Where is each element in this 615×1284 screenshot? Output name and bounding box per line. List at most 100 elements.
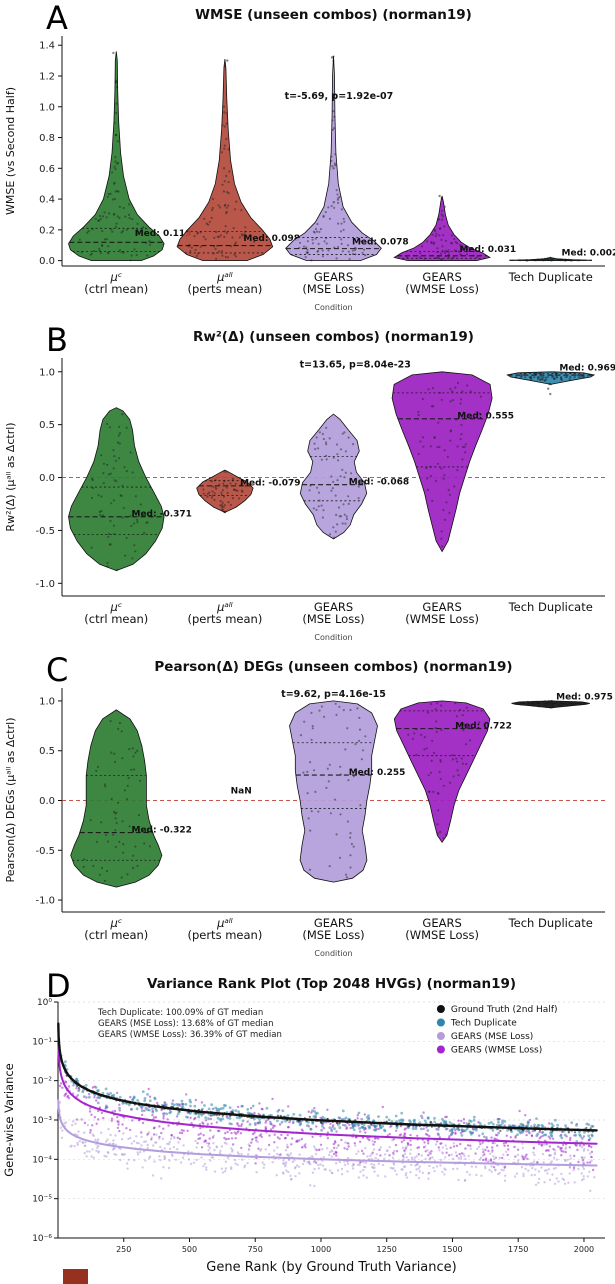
- svg-text:(perts mean): (perts mean): [187, 928, 262, 942]
- svg-text:Condition: Condition: [314, 949, 352, 958]
- svg-text:1.0: 1.0: [39, 696, 55, 707]
- svg-text:10⁻⁴: 10⁻⁴: [32, 1155, 52, 1165]
- svg-text:GEARS: GEARS: [422, 270, 461, 284]
- svg-text:750: 750: [248, 1245, 263, 1254]
- svg-text:1500: 1500: [442, 1245, 462, 1254]
- svg-text:μᵃˡˡ: μᵃˡˡ: [216, 270, 233, 284]
- svg-text:t=9.62, p=4.16e-15: t=9.62, p=4.16e-15: [281, 689, 386, 700]
- panel-b: B -1.0 -0.5 0.0 0.5 1.0 Rw²(Δ) (unseen combos…: [0, 322, 615, 652]
- svg-text:t=-5.69, p=1.92e-07: t=-5.69, p=1.92e-07: [285, 91, 394, 102]
- svg-text:μᶜ: μᶜ: [110, 600, 123, 614]
- svg-text:10⁰: 10⁰: [37, 998, 52, 1008]
- svg-text:Tech Duplicate: Tech Duplicate: [508, 916, 593, 930]
- svg-text:250: 250: [116, 1245, 131, 1254]
- svg-text:Med: 0.255: Med: 0.255: [349, 768, 406, 778]
- svg-text:Tech Duplicate: Tech Duplicate: [450, 1019, 517, 1029]
- svg-text:10⁻⁶: 10⁻⁶: [32, 1234, 52, 1244]
- svg-text:Variance Rank Plot (Top 2048 H: Variance Rank Plot (Top 2048 HVGs) (norm…: [147, 976, 516, 992]
- svg-text:(perts mean): (perts mean): [187, 612, 262, 626]
- svg-text:Med: -0.322: Med: -0.322: [132, 826, 192, 836]
- svg-text:(perts mean): (perts mean): [187, 282, 262, 296]
- svg-text:Med: -0.079: Med: -0.079: [240, 479, 300, 489]
- svg-text:NaN: NaN: [231, 787, 252, 797]
- svg-text:Tech Duplicate: Tech Duplicate: [508, 600, 593, 614]
- svg-text:Med: 0.975: Med: 0.975: [556, 692, 613, 702]
- svg-text:500: 500: [182, 1245, 197, 1254]
- svg-text:10⁻²: 10⁻²: [32, 1077, 52, 1087]
- svg-text:2000: 2000: [574, 1245, 594, 1254]
- svg-text:GEARS: GEARS: [422, 600, 461, 614]
- svg-text:Med: -0.371: Med: -0.371: [132, 510, 192, 520]
- svg-text:0.0: 0.0: [39, 796, 55, 807]
- svg-text:1750: 1750: [508, 1245, 528, 1254]
- svg-text:Med: 0.119: Med: 0.119: [135, 229, 192, 239]
- svg-text:GEARS (WMSE Loss): GEARS (WMSE Loss): [451, 1046, 542, 1056]
- svg-text:Condition: Condition: [314, 633, 352, 642]
- svg-text:GEARS (MSE Loss): GEARS (MSE Loss): [451, 1032, 533, 1042]
- panel-b-violin-chart: -1.0 -0.5 0.0 0.5 1.0 Rw²(Δ) (unseen combos) …: [4, 329, 615, 642]
- svg-text:μᶜ: μᶜ: [110, 270, 123, 284]
- svg-text:-0.5: -0.5: [35, 526, 55, 537]
- svg-text:t=13.65, p=8.04e-23: t=13.65, p=8.04e-23: [300, 360, 411, 371]
- svg-text:0.8: 0.8: [39, 133, 55, 144]
- svg-text:(WMSE Loss): (WMSE Loss): [405, 282, 479, 296]
- svg-text:μᵃˡˡ: μᵃˡˡ: [216, 916, 233, 930]
- svg-text:10⁻³: 10⁻³: [32, 1116, 52, 1126]
- svg-text:-1.0: -1.0: [35, 579, 55, 590]
- svg-text:0.5: 0.5: [39, 420, 55, 431]
- svg-text:Pearson(Δ) DEGs (μᵃˡˡ as Δctrl: Pearson(Δ) DEGs (μᵃˡˡ as Δctrl): [4, 718, 17, 883]
- svg-text:(ctrl mean): (ctrl mean): [84, 282, 148, 296]
- svg-text:10⁻¹: 10⁻¹: [32, 1037, 52, 1047]
- svg-text:Gene-wise Variance: Gene-wise Variance: [2, 1063, 16, 1177]
- panel-d-letter: D: [46, 967, 71, 1005]
- panel-a-violin-chart: 0.0 0.2 0.4 0.6 0.8 1.0 1.2 1.4 WMSE (unseen com…: [4, 7, 615, 312]
- svg-text:0.6: 0.6: [39, 164, 55, 175]
- svg-text:0.4: 0.4: [39, 195, 55, 206]
- panel-c-violin-chart: -1.0 -0.5 0.0 0.5 1.0 Pearson(Δ) DEGs (unseen…: [4, 659, 613, 958]
- svg-text:10⁻⁵: 10⁻⁵: [32, 1195, 52, 1205]
- svg-text:Med: 0.969: Med: 0.969: [559, 364, 615, 374]
- svg-text:GEARS: GEARS: [422, 916, 461, 930]
- svg-text:Tech Duplicate: Tech Duplicate: [508, 270, 593, 284]
- svg-text:Ground Truth (2nd Half): Ground Truth (2nd Half): [451, 1005, 558, 1015]
- svg-text:Med: 0.098: Med: 0.098: [243, 234, 300, 244]
- svg-text:(ctrl mean): (ctrl mean): [84, 612, 148, 626]
- svg-text:-0.5: -0.5: [35, 846, 55, 857]
- svg-text:(ctrl mean): (ctrl mean): [84, 928, 148, 942]
- panel-c-letter: C: [46, 651, 69, 689]
- panel-d: D 10⁰ 10⁻¹ 10⁻² 10⁻³ 10⁻⁴ 10⁻⁵ 10⁻⁶ 250 500 750 10…: [0, 968, 615, 1284]
- panel-d-rank-chart: 10⁰ 10⁻¹ 10⁻² 10⁻³ 10⁻⁴ 10⁻⁵ 10⁻⁶ 250 500 750 1000…: [2, 976, 605, 1275]
- svg-text:1.2: 1.2: [39, 72, 55, 83]
- svg-text:GEARS: GEARS: [314, 270, 353, 284]
- svg-text:(MSE Loss): (MSE Loss): [302, 612, 364, 626]
- svg-text:Gene Rank (by Ground Truth Var: Gene Rank (by Ground Truth Variance): [206, 1260, 456, 1275]
- svg-text:0.0: 0.0: [39, 473, 55, 484]
- svg-text:Tech Duplicate: 100.09% of GT: Tech Duplicate: 100.09% of GT median: [97, 1008, 263, 1018]
- svg-text:(WMSE Loss): (WMSE Loss): [405, 612, 479, 626]
- svg-text:(MSE Loss): (MSE Loss): [302, 282, 364, 296]
- panel-b-letter: B: [46, 321, 68, 359]
- svg-text:1.0: 1.0: [39, 102, 55, 113]
- svg-text:-1.0: -1.0: [35, 896, 55, 907]
- svg-text:Pearson(Δ) DEGs (unseen combos: Pearson(Δ) DEGs (unseen combos) (norman1…: [154, 659, 512, 675]
- svg-text:GEARS: GEARS: [314, 916, 353, 930]
- cropped-panel-fragment: [63, 1269, 88, 1284]
- panel-a: A 0.0 0.2 0.4 0.6 0.8 1.0 1.2 1.4 WMSE (unseen c…: [0, 0, 615, 322]
- svg-text:1000: 1000: [311, 1245, 331, 1254]
- svg-text:1.0: 1.0: [39, 367, 55, 378]
- svg-text:Rw²(Δ) (unseen combos) (norman: Rw²(Δ) (unseen combos) (norman19): [193, 329, 474, 345]
- svg-text:GEARS (MSE Loss): 13.68% of GT: GEARS (MSE Loss): 13.68% of GT median: [98, 1019, 273, 1029]
- svg-text:Condition: Condition: [314, 303, 352, 312]
- svg-text:μᵃˡˡ: μᵃˡˡ: [216, 600, 233, 614]
- svg-text:(WMSE Loss): (WMSE Loss): [405, 928, 479, 942]
- panel-c: C -1.0 -0.5 0.0 0.5 1.0 Pearson(Δ) DEGs (unse…: [0, 652, 615, 968]
- svg-text:μᶜ: μᶜ: [110, 916, 123, 930]
- svg-text:WMSE (vs Second Half): WMSE (vs Second Half): [4, 87, 17, 215]
- svg-text:Med: 0.555: Med: 0.555: [457, 412, 514, 422]
- svg-text:Med: 0.002: Med: 0.002: [562, 249, 615, 259]
- svg-text:WMSE (unseen combos) (norman19: WMSE (unseen combos) (norman19): [195, 7, 472, 23]
- svg-text:1250: 1250: [377, 1245, 397, 1254]
- svg-text:GEARS (WMSE Loss): 36.39% of G: GEARS (WMSE Loss): 36.39% of GT median: [98, 1030, 282, 1040]
- svg-text:Med: 0.078: Med: 0.078: [352, 238, 409, 248]
